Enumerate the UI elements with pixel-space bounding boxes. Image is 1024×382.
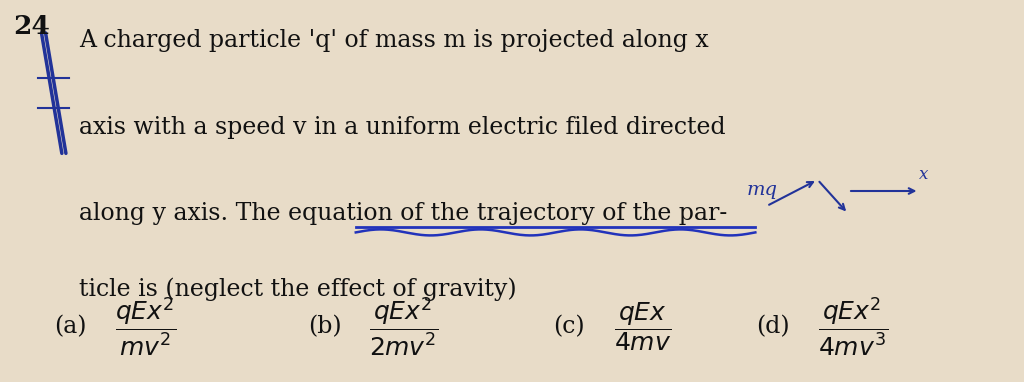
Text: $\dfrac{qEx^2}{4mv^3}$: $\dfrac{qEx^2}{4mv^3}$ — [817, 295, 888, 358]
Text: (b): (b) — [308, 315, 342, 338]
Text: 24: 24 — [13, 14, 50, 39]
Text: $\dfrac{qEx}{4mv}$: $\dfrac{qEx}{4mv}$ — [613, 300, 671, 353]
Text: axis with a speed v in a uniform electric filed directed: axis with a speed v in a uniform electri… — [79, 116, 726, 139]
Text: (a): (a) — [53, 315, 86, 338]
Text: mq: mq — [746, 181, 777, 199]
Text: $\dfrac{qEx^2}{mv^2}$: $\dfrac{qEx^2}{mv^2}$ — [115, 295, 176, 358]
Text: A charged particle 'q' of mass m is projected along x: A charged particle 'q' of mass m is proj… — [79, 29, 709, 52]
Text: (c): (c) — [553, 315, 585, 338]
Text: (d): (d) — [757, 315, 791, 338]
Text: x: x — [920, 167, 929, 183]
Text: $\dfrac{qEx^2}{2mv^2}$: $\dfrac{qEx^2}{2mv^2}$ — [370, 295, 439, 358]
Text: ticle is (neglect the effect of gravity): ticle is (neglect the effect of gravity) — [79, 278, 517, 301]
Text: along y axis. The equation of the trajectory of the par-: along y axis. The equation of the trajec… — [79, 202, 727, 225]
